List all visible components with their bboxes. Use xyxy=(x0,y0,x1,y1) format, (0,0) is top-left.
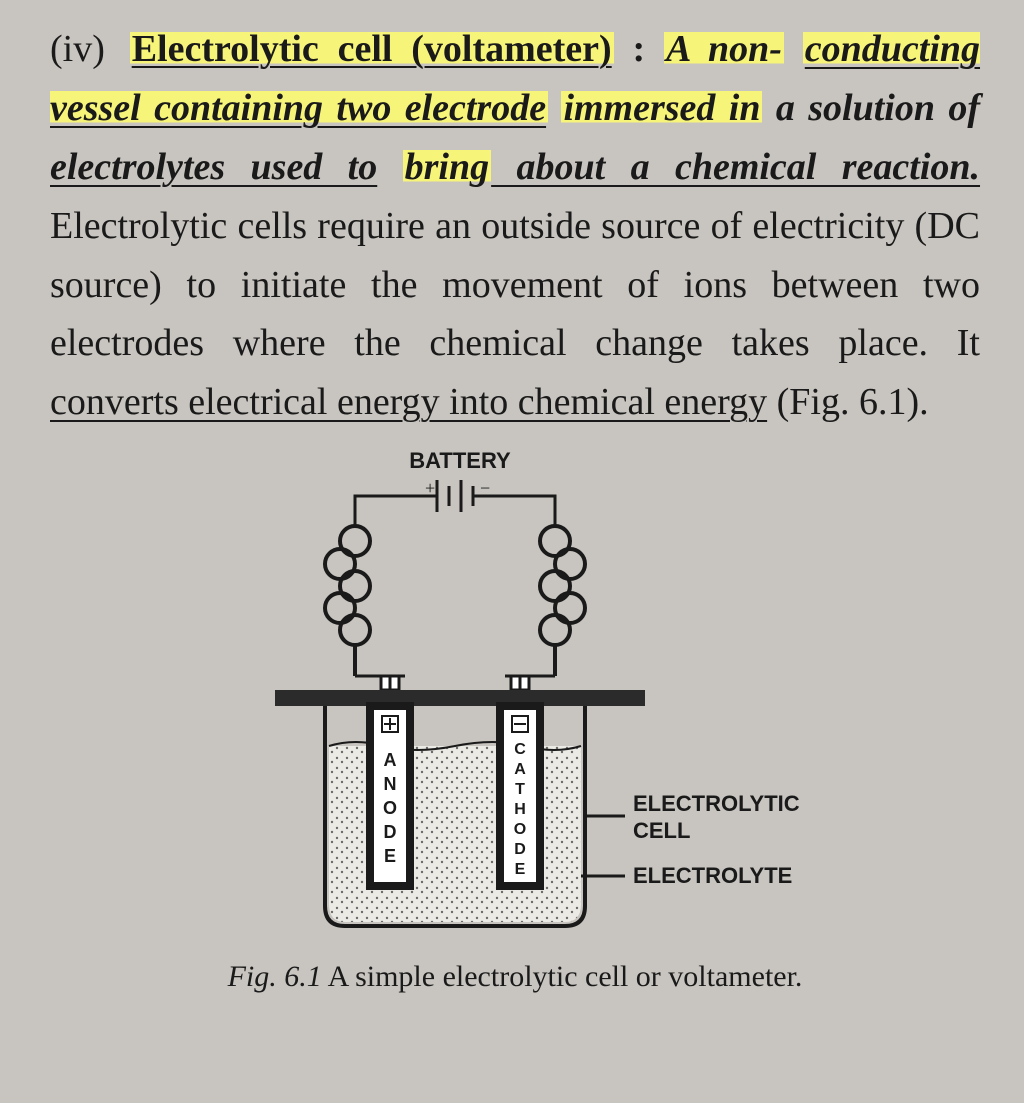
def-text-3a: immersed in xyxy=(561,87,762,129)
def-text-3c: electrolytes used to xyxy=(50,146,377,188)
body-text: Electrolytic cells require an outside so… xyxy=(50,205,980,365)
caption-ref: Fig. 6.1 xyxy=(228,960,322,993)
def-text-1: A non- xyxy=(664,28,784,70)
left-coil xyxy=(325,526,370,676)
page-content: (iv) Electrolytic cell (voltameter) : A … xyxy=(50,20,980,994)
svg-text:D: D xyxy=(384,822,397,842)
svg-text:O: O xyxy=(514,821,526,838)
svg-text:A: A xyxy=(514,761,526,778)
svg-text:E: E xyxy=(515,861,526,878)
def-text-3b: a solution of xyxy=(762,87,980,129)
svg-text:N: N xyxy=(384,774,397,794)
wires xyxy=(355,496,555,526)
anode-letters: A N O D E xyxy=(383,750,397,866)
heading-term: Electrolytic cell (voltameter) xyxy=(130,28,614,70)
svg-text:H: H xyxy=(514,801,526,818)
svg-text:D: D xyxy=(514,841,526,858)
electrolyte-label: ELECTROLYTE xyxy=(581,863,792,888)
electrolytic-cell-diagram: BATTERY + − xyxy=(205,446,825,946)
caption-text: A simple electrolytic cell or voltameter… xyxy=(322,960,803,993)
lid-bar xyxy=(275,690,645,706)
svg-text:CELL: CELL xyxy=(633,818,690,843)
svg-text:ELECTROLYTE: ELECTROLYTE xyxy=(633,863,792,888)
def-text-4a: bring xyxy=(403,146,491,188)
def-text-4b: about a chemical reaction. xyxy=(491,146,980,188)
svg-text:T: T xyxy=(515,781,525,798)
body-figref: (Fig. 6.1). xyxy=(767,381,929,423)
svg-text:ELECTROLYTIC: ELECTROLYTIC xyxy=(633,791,800,816)
svg-text:E: E xyxy=(384,846,396,866)
terminals xyxy=(355,676,555,690)
figure-caption: Fig. 6.1 A simple electrolytic cell or v… xyxy=(50,960,980,994)
cell-label: ELECTROLYTIC CELL xyxy=(585,791,800,843)
cathode-letters: C A T H O D E xyxy=(514,741,526,878)
diagram-container: BATTERY + − xyxy=(50,446,980,946)
heading-sep: : xyxy=(614,28,645,70)
svg-text:O: O xyxy=(383,798,397,818)
svg-text:A: A xyxy=(384,750,397,770)
battery-label: BATTERY xyxy=(409,448,511,473)
right-coil xyxy=(540,526,585,676)
item-number: (iv) xyxy=(50,20,105,79)
body-convert: converts electrical energy into chemical… xyxy=(50,381,767,423)
svg-text:C: C xyxy=(514,741,526,758)
definition-paragraph: (iv) Electrolytic cell (voltameter) : A … xyxy=(50,20,980,432)
